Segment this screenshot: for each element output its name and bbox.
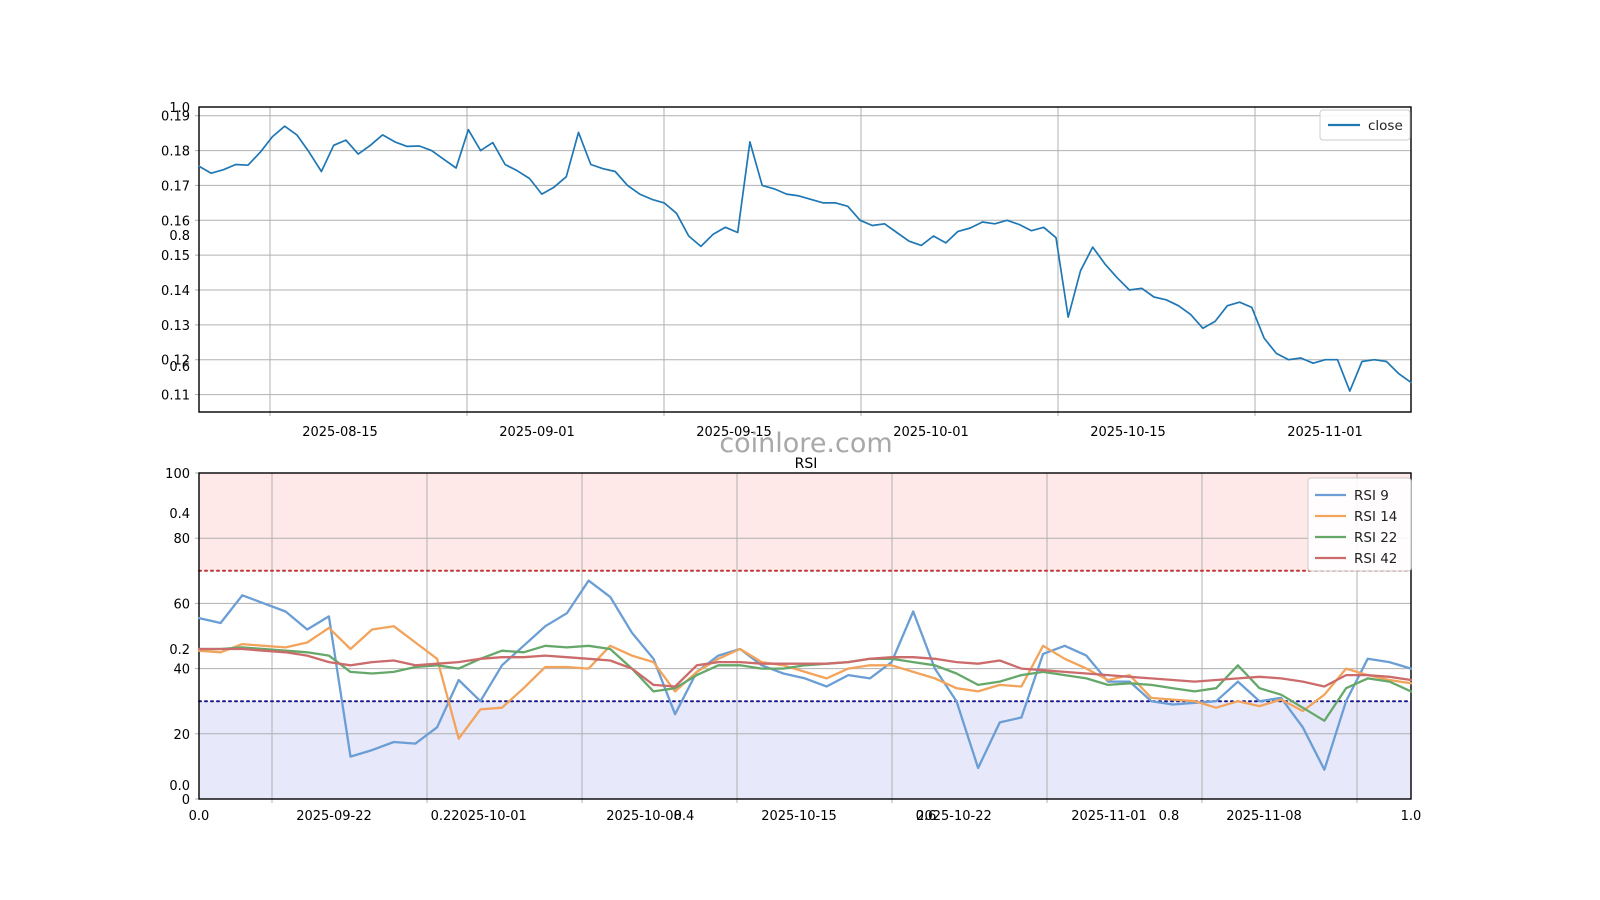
rsi-y-tick-label: 40: [173, 663, 190, 678]
rsi-y-tick-label: 80: [173, 532, 190, 547]
price-x-tick-label: 2025-09-15: [696, 425, 772, 440]
price-legend-label: close: [1368, 118, 1403, 134]
rsi-panel-title: RSI: [795, 456, 818, 472]
rsi-x-tick-label: 2025-10-08: [606, 809, 682, 824]
price-x-tick-label: 2025-08-15: [302, 425, 378, 440]
price-y-tick-label: 0.13: [161, 319, 190, 334]
rsi-overbought-band: [199, 473, 1411, 571]
price-x-tick-label: 2025-10-01: [893, 425, 969, 440]
price-y-tick-label: 0.17: [161, 179, 190, 194]
rsi-x-tick-label: 2025-10-01: [451, 809, 527, 824]
rsi-x-tick-overlay-label: 0.0: [189, 809, 210, 824]
rsi-x-tick-overlay-label: 0.4: [674, 809, 695, 824]
price-x-tick-label: 2025-09-01: [499, 425, 575, 440]
rsi-y-tick-overlay-label: 0.0: [169, 779, 190, 794]
rsi-y-tick-overlay-label: 0.4: [169, 507, 190, 522]
rsi-series-RSI-42: [197, 647, 1413, 688]
rsi-x-tick-label: 2025-11-08: [1226, 809, 1302, 824]
rsi-y-tick-overlay-label: 0.2: [169, 643, 190, 658]
rsi-x-tick-overlay-label: 0.2: [431, 809, 452, 824]
price-y-tick-label: 0.19: [161, 110, 190, 125]
rsi-x-tick-label: 2025-09-22: [296, 809, 372, 824]
price-y-tick-label: 0.15: [161, 249, 190, 264]
rsi-legend-label: RSI 42: [1354, 551, 1397, 567]
price-legend-box: [1319, 109, 1411, 141]
rsi-y-tick-label: 20: [173, 728, 190, 743]
price-series-close: [198, 125, 1412, 392]
rsi-legend-label: RSI 22: [1354, 530, 1397, 546]
rsi-legend-box: [1307, 477, 1412, 572]
price-y-tick-overlay-label: 1.0: [169, 101, 190, 116]
price-y-tick-label: 0.11: [161, 389, 190, 404]
rsi-legend-label: RSI 14: [1354, 509, 1397, 525]
rsi-axes-frame: [198, 472, 1412, 800]
rsi-oversold-band: [199, 701, 1411, 799]
price-y-tick-overlay-label: 0.8: [169, 229, 190, 244]
rsi-y-tick-label: 60: [173, 597, 190, 612]
price-axes-frame: [198, 106, 1412, 413]
rsi-x-tick-overlay-label: 0.8: [1159, 809, 1180, 824]
price-y-tick-overlay-label: 0.6: [169, 360, 190, 375]
price-y-tick-label: 0.14: [161, 284, 190, 299]
rsi-x-tick-label: 2025-11-01: [1071, 809, 1147, 824]
rsi-x-tick-overlay-label: 0.6: [916, 809, 937, 824]
rsi-x-tick-label: 2025-10-22: [916, 809, 992, 824]
price-y-tick-label: 0.16: [161, 214, 190, 229]
price-y-tick-label: 0.12: [161, 354, 190, 369]
rsi-series-RSI-22: [197, 644, 1413, 722]
rsi-series-RSI-9: [197, 579, 1413, 771]
rsi-x-tick-label: 2025-10-15: [761, 809, 837, 824]
price-y-tick-label: 0.18: [161, 145, 190, 160]
rsi-series-RSI-14: [197, 625, 1413, 740]
price-x-tick-label: 2025-10-15: [1090, 425, 1166, 440]
rsi-legend-label: RSI 9: [1354, 488, 1389, 504]
watermark-label: coinlore.com: [719, 428, 892, 459]
rsi-y-tick-label: 0: [182, 793, 190, 808]
price-x-tick-label: 2025-11-01: [1287, 425, 1363, 440]
rsi-y-tick-label: 100: [165, 467, 190, 482]
rsi-x-tick-overlay-label: 1.0: [1401, 809, 1422, 824]
